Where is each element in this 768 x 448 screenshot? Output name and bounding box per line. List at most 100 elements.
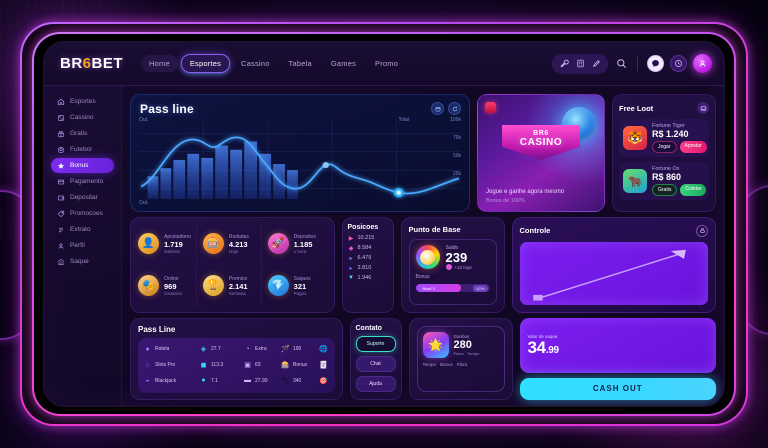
- footer-tag[interactable]: Tempo: [422, 361, 437, 367]
- user-avatar[interactable]: [693, 54, 712, 73]
- stat-item[interactable]: 💎 Saques 321 Pagos: [267, 266, 327, 306]
- stat-item[interactable]: 🎭 Online 969 Usuarios: [138, 265, 197, 306]
- footer-tag[interactable]: Fibra: [456, 361, 468, 367]
- free-loot-panel: Free Loot 🐯 Fortune Tiger R$ 1.240: [612, 94, 716, 212]
- list-item[interactable]: ◆ 8.584: [348, 245, 388, 252]
- sidebar-item-cassino[interactable]: Cassino: [51, 110, 114, 125]
- card-icon: [56, 177, 65, 186]
- chart-y-tick-0: 100k: [450, 117, 461, 123]
- promo-banner[interactable]: BR6 CASINO Jogue e ganhe agora mesmo Bon…: [477, 94, 605, 212]
- control-title: Controle: [519, 226, 551, 236]
- support-button[interactable]: Suporte: [355, 335, 396, 352]
- sidebar-item-saque[interactable]: Saque: [51, 254, 114, 269]
- clock-icon[interactable]: [670, 55, 687, 72]
- dice-icon: [56, 113, 65, 122]
- table-cell: ▣ 63: [243, 361, 277, 370]
- globe-icon: 🌐: [319, 346, 328, 354]
- nav-item-promo[interactable]: Promo: [375, 59, 399, 68]
- cash-out-button[interactable]: CASH OUT: [519, 377, 716, 400]
- balance-amount: 239: [445, 249, 468, 265]
- wallet-icon: [56, 193, 65, 202]
- calendar-icon[interactable]: [431, 102, 444, 115]
- sidebar-item-depositar[interactable]: Depositar: [51, 190, 114, 205]
- help-button[interactable]: Ajuda: [355, 375, 396, 392]
- game-summary-top: 🌟 Ganhos 280 Plano · Tempo: [422, 331, 499, 358]
- tiger-thumb: 🐯: [623, 126, 647, 150]
- play-button[interactable]: Jogar: [652, 141, 677, 153]
- promo-caption: Jogue e ganhe agora mesmo: [486, 189, 565, 195]
- trophy-icon: 🏆: [202, 275, 224, 297]
- sidebar-label: Saque: [70, 258, 89, 265]
- stat-item[interactable]: 🎰 Rodadas 4.213 Hoje: [202, 223, 262, 264]
- sidebar-item-promocoes[interactable]: Promocoes: [51, 206, 114, 221]
- stat-item[interactable]: 🏆 Premios 2.141 Semana: [202, 265, 262, 306]
- sidebar-item-perfil[interactable]: Perfil: [51, 238, 114, 253]
- balance-label: Saldo: [445, 244, 459, 251]
- chart-y-tick-1: 75k: [452, 135, 461, 141]
- table-row[interactable]: ● Roleta ◈ 27.7 ◔ Extra 🪄190 🌐2.469: [143, 345, 330, 354]
- square-icon: ◼: [200, 362, 207, 370]
- cell-text: 7.1: [211, 377, 218, 384]
- stat-value: 969: [164, 281, 177, 291]
- list-item[interactable]: ▼ 1.946: [348, 275, 388, 281]
- wand-icon: 🪄: [281, 346, 290, 354]
- stat-item[interactable]: 👤 Apostadores 1.719 Ganhos: [138, 223, 197, 264]
- pen-icon[interactable]: [589, 57, 603, 71]
- control-trend-graphic: [519, 241, 708, 305]
- sidebar-item-pagamento[interactable]: Pagamento: [51, 174, 114, 189]
- stat-label: Depositos: [293, 233, 316, 240]
- collect-button[interactable]: Coletar: [680, 184, 707, 196]
- sidebar-item-extrato[interactable]: Extrato: [51, 222, 114, 237]
- list-item[interactable]: ▸ 6.479: [348, 255, 388, 262]
- stat-sub: Semana: [228, 290, 246, 296]
- cell-text: 113.3: [211, 362, 224, 369]
- stat-label: Online: [164, 275, 179, 282]
- balance-bottom-label: Bonus: [415, 274, 430, 281]
- list-item[interactable]: 🐯 Fortune Tiger R$ 1.240 Jogar Apostar: [619, 119, 709, 157]
- nav-item-games[interactable]: Games: [330, 59, 357, 68]
- inbox-icon[interactable]: [697, 102, 709, 114]
- table-cell: 🎰 Bonus: [281, 361, 315, 370]
- contact-panel: Contato Suporte Chat Ajuda: [349, 317, 402, 400]
- gem-icon: 💎: [267, 275, 289, 297]
- search-icon[interactable]: [614, 57, 628, 71]
- game-summary-meta: Plano · Tempo: [453, 350, 480, 356]
- footer-tag[interactable]: Bonus: [440, 361, 453, 367]
- sidebar-item-bonus[interactable]: Bonus: [51, 158, 114, 173]
- target-icon: 🎯: [319, 377, 328, 385]
- progress-bar-tag: 62%: [473, 285, 488, 293]
- nav-item-cassino[interactable]: Cassino: [241, 59, 270, 68]
- list-item[interactable]: ▸ 3.810: [348, 265, 388, 272]
- calculator-icon[interactable]: [573, 57, 587, 71]
- chat-button[interactable]: Chat: [355, 355, 396, 372]
- card-icon: 🃏: [319, 362, 328, 370]
- bet-button[interactable]: Apostar: [679, 141, 707, 153]
- sidebar-item-gratis[interactable]: Gratis: [51, 126, 114, 141]
- sidebar-item-futebol[interactable]: Futebol: [51, 142, 114, 157]
- progress-bar[interactable]: Nivel 3 62%: [415, 284, 490, 293]
- stat-label: Rodadas: [228, 233, 249, 240]
- chat-icon[interactable]: [647, 55, 664, 72]
- lock-icon[interactable]: [696, 224, 708, 237]
- refresh-icon[interactable]: [448, 102, 461, 115]
- stat-sub: 1 hora: [293, 248, 307, 254]
- position-value: 3.810: [357, 265, 372, 272]
- table-cell: ◒ Blackjack: [143, 376, 195, 385]
- table-row[interactable]: ○ Slots Pro ◼ 113.3 ▣ 63 🎰Bonus 🃏1.842: [143, 361, 330, 370]
- list-item[interactable]: 🐂 Fortune Ox R$ 860 Gratis Coletar: [619, 162, 709, 200]
- nav-item-tabela[interactable]: Tabela: [288, 59, 312, 68]
- list-item[interactable]: ▶ 10.215: [348, 235, 388, 242]
- table-row[interactable]: ◒ Blackjack ● 7.1 ▬ 27.90 🏷340 🎯Torneio: [143, 376, 330, 385]
- table-cell: 🃏1.842: [319, 361, 330, 370]
- wrench-icon[interactable]: [557, 57, 571, 71]
- bar-icon: ▬: [244, 377, 251, 385]
- home-icon: [56, 97, 65, 106]
- stat-item[interactable]: 🚀 Depositos 1.185 1 hora: [267, 224, 327, 264]
- free-button[interactable]: Gratis: [652, 184, 678, 196]
- nav-item-home[interactable]: Home: [141, 55, 178, 72]
- promo-chip-icon: [485, 102, 496, 113]
- game-summary-footer: Tempo Bonus Fibra: [423, 362, 499, 367]
- brand-logo[interactable]: BR6BET: [60, 55, 123, 72]
- nav-item-esportes[interactable]: Esportes: [180, 54, 231, 73]
- sidebar-item-esportes[interactable]: Esportes: [51, 94, 114, 109]
